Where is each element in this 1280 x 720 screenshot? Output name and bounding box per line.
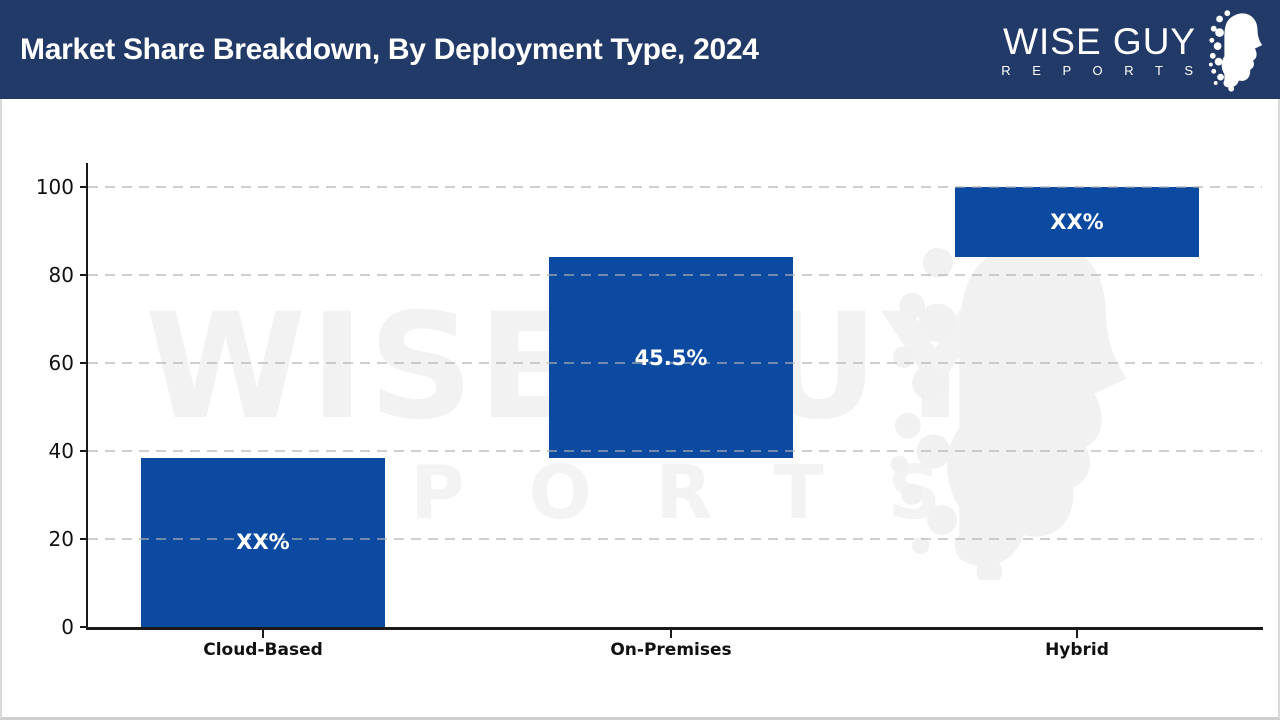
logo-subtitle: R E P O R T S [1001,62,1202,78]
y-tick-mark [80,274,88,276]
gridline-y-80 [88,274,1262,276]
y-tick-mark [80,186,88,188]
dotted-head-icon [1208,10,1263,92]
chart-title: Market Share Breakdown, By Deployment Ty… [20,32,759,66]
y-tick-label: 20 [48,527,74,551]
x-tick-mark [1076,630,1078,638]
y-tick-label: 0 [61,615,74,639]
bar-value-label: 45.5% [634,345,708,370]
gridline-y-20 [88,538,1262,540]
y-tick-mark [80,626,88,628]
y-tick-label: 60 [48,351,74,375]
y-axis-line [86,163,88,629]
gridline-y-40 [88,450,1262,452]
bar-hybrid [955,187,1199,258]
wise-guy-reports-logo: WISE GUY R E P O R T S [997,4,1268,96]
x-axis-line [86,627,1263,630]
header-band: Market Share Breakdown, By Deployment Ty… [0,0,1280,99]
logo-text: WISE GUY R E P O R T S [997,20,1202,78]
bar-on-premises [549,257,793,458]
bar-cloud-based [141,457,385,627]
y-tick-label: 80 [48,263,74,287]
bar-value-label: XX% [236,530,290,555]
x-category-label-2: On-Premises [610,640,732,660]
bar-value-label: XX% [1050,210,1104,235]
x-category-label-1: Cloud-Based [203,640,323,660]
y-tick-mark [80,538,88,540]
logo-wordmark: WISE GUY [1003,20,1197,62]
y-tick-mark [80,450,88,452]
x-category-label-3: Hybrid [1045,640,1109,660]
x-tick-mark [670,630,672,638]
x-tick-mark [262,630,264,638]
gridline-y-100 [88,186,1262,188]
y-tick-mark [80,362,88,364]
y-tick-label: 100 [35,175,74,199]
gridline-y-60 [88,362,1262,364]
y-tick-label: 40 [48,439,74,463]
